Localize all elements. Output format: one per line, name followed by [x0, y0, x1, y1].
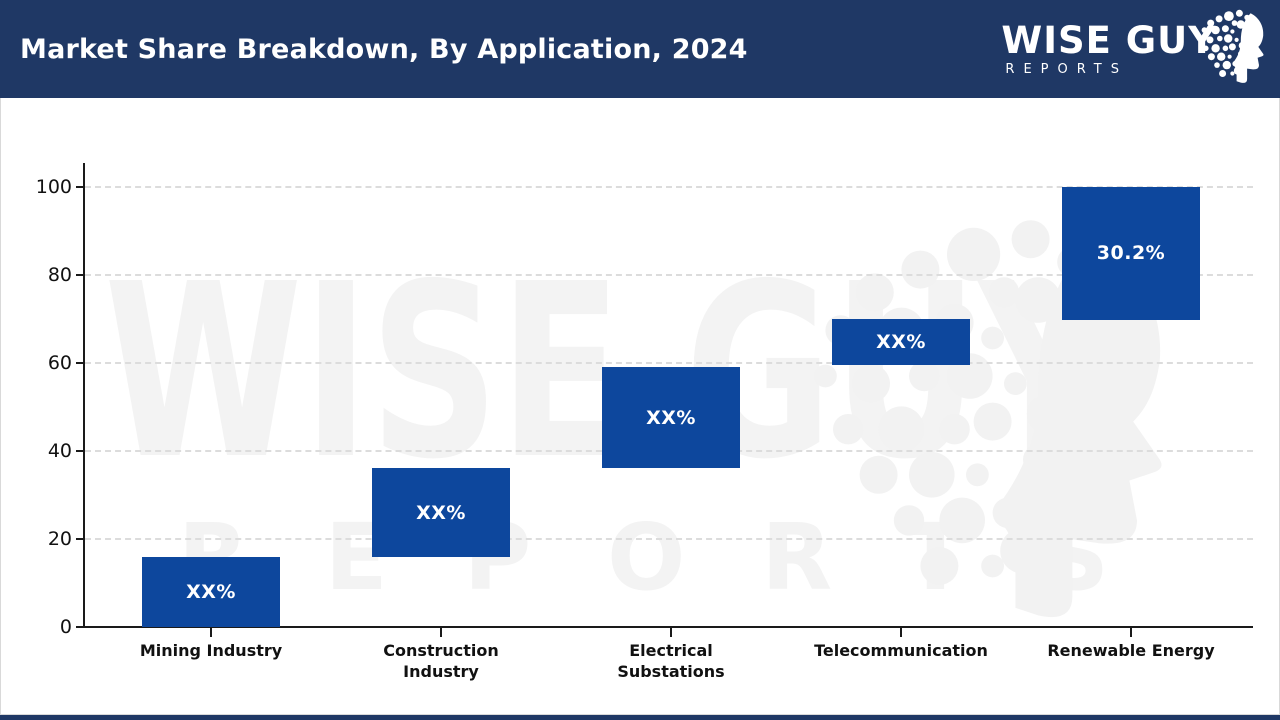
- bar-value-label: XX%: [646, 406, 696, 429]
- bar-segment: XX%: [832, 319, 970, 366]
- y-tick-mark: [76, 362, 85, 364]
- header-bar: Market Share Breakdown, By Application, …: [0, 0, 1280, 98]
- logo-subtitle: REPORTS: [1005, 61, 1129, 77]
- gridline: [85, 362, 1253, 364]
- bar-segment: XX%: [602, 366, 740, 469]
- x-axis-line: [83, 626, 1253, 628]
- x-category-label: Electrical Substations: [617, 641, 725, 681]
- gridline: [85, 538, 1253, 540]
- gridline: [85, 186, 1253, 188]
- footer-bar: [0, 715, 1280, 720]
- y-tick-mark: [76, 450, 85, 452]
- logo-face-icon: [1199, 9, 1264, 83]
- x-tick-mark: [1130, 628, 1132, 637]
- x-category-label: Renewable Energy: [1047, 641, 1215, 660]
- page-title: Market Share Breakdown, By Application, …: [20, 33, 748, 65]
- y-axis-line: [83, 163, 85, 628]
- y-tick-mark: [76, 626, 85, 628]
- logo-text: WISE GUY REPORTS: [1001, 22, 1216, 77]
- y-tick-mark: [76, 186, 85, 188]
- bar-segment: 30.2%: [1062, 187, 1200, 320]
- y-tick-mark: [76, 274, 85, 276]
- x-tick-mark: [900, 628, 902, 637]
- x-category-label: Mining Industry: [139, 641, 283, 660]
- y-tick-label: 20: [47, 528, 72, 550]
- y-tick-label: 0: [59, 616, 72, 638]
- bar-segment: XX%: [142, 557, 280, 627]
- bar-value-label: XX%: [876, 331, 926, 354]
- y-tick-label: 80: [47, 264, 72, 286]
- y-tick-label: 100: [35, 176, 72, 198]
- logo-name: WISE GUY: [1001, 18, 1216, 62]
- wise-guy-reports-logo: WISE GUY REPORTS: [1001, 7, 1266, 91]
- bar-segment: XX%: [372, 468, 510, 558]
- gridline: [85, 274, 1253, 276]
- x-tick-mark: [210, 628, 212, 637]
- x-tick-mark: [670, 628, 672, 637]
- y-tick-label: 40: [47, 440, 72, 462]
- y-tick-mark: [76, 538, 85, 540]
- y-tick-label: 60: [47, 352, 72, 374]
- bar-value-label: 30.2%: [1096, 242, 1166, 265]
- bar-value-label: XX%: [416, 501, 466, 524]
- x-category-label: Telecommunication: [814, 641, 988, 660]
- x-tick-mark: [440, 628, 442, 637]
- x-category-label: Construction Industry: [383, 641, 499, 681]
- bar-value-label: XX%: [186, 581, 236, 603]
